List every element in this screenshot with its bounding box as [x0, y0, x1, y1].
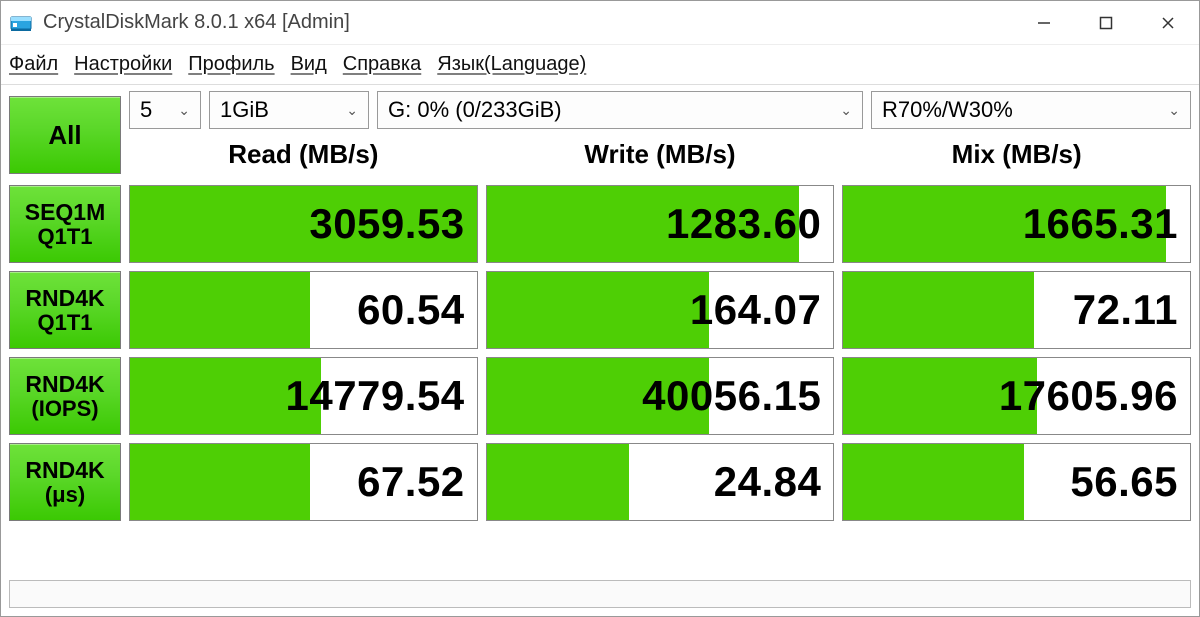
drive-select[interactable]: G: 0% (0/233GiB) ⌄	[377, 91, 863, 129]
write-cell: 40056.15	[486, 357, 835, 435]
mix-cell: 72.11	[842, 271, 1191, 349]
result-row: SEQ1MQ1T1 3059.53 1283.60 1665.31	[9, 185, 1191, 263]
test-count-select[interactable]: 5 ⌄	[129, 91, 201, 129]
mix-cell: 1665.31	[842, 185, 1191, 263]
column-headers: Read (MB/s) Write (MB/s) Mix (MB/s)	[129, 133, 1191, 175]
mix-cell: 56.65	[842, 443, 1191, 521]
run-all-label: All	[48, 120, 81, 151]
result-row: RND4K(IOPS) 14779.54 40056.15 17605.96	[9, 357, 1191, 435]
read-value: 3059.53	[309, 200, 464, 248]
result-row: RND4K(μs) 67.52 24.84 56.65	[9, 443, 1191, 521]
fill-bar	[130, 272, 310, 348]
mix-select[interactable]: R70%/W30% ⌄	[871, 91, 1191, 129]
app-icon	[9, 11, 33, 35]
test-button-2[interactable]: RND4K(IOPS)	[9, 357, 121, 435]
test-button-line1: RND4K	[25, 458, 104, 482]
mix-cell: 17605.96	[842, 357, 1191, 435]
chevron-down-icon: ⌄	[840, 102, 852, 119]
menu-language[interactable]: Язык(Language)	[437, 53, 586, 76]
fill-bar	[487, 444, 629, 520]
top-right-panel: 5 ⌄ 1GiB ⌄ G: 0% (0/233GiB) ⌄ R70%/W30% …	[129, 91, 1191, 179]
mix-value: R70%/W30%	[882, 97, 1013, 123]
status-bar	[9, 580, 1191, 608]
menu-settings[interactable]: Настройки	[74, 53, 172, 76]
maximize-button[interactable]	[1075, 1, 1137, 44]
test-button-line1: SEQ1M	[25, 200, 106, 224]
write-value: 24.84	[714, 458, 822, 506]
test-button-line1: RND4K	[25, 286, 104, 310]
menu-file[interactable]: Файл	[9, 53, 58, 76]
write-cell: 1283.60	[486, 185, 835, 263]
run-all-button[interactable]: All	[9, 96, 121, 174]
app-window: CrystalDiskMark 8.0.1 x64 [Admin] Файл Н…	[0, 0, 1200, 617]
fill-bar	[843, 272, 1034, 348]
test-size-select[interactable]: 1GiB ⌄	[209, 91, 369, 129]
write-value: 164.07	[690, 286, 821, 334]
read-cell: 60.54	[129, 271, 478, 349]
minimize-button[interactable]	[1013, 1, 1075, 44]
test-button-3[interactable]: RND4K(μs)	[9, 443, 121, 521]
titlebar: CrystalDiskMark 8.0.1 x64 [Admin]	[1, 1, 1199, 45]
write-value: 1283.60	[666, 200, 821, 248]
read-value: 14779.54	[285, 372, 464, 420]
test-button-line2: Q1T1	[37, 225, 92, 248]
test-size-value: 1GiB	[220, 97, 269, 123]
test-button-line2: (IOPS)	[31, 397, 98, 420]
chevron-down-icon: ⌄	[178, 102, 190, 119]
top-row: All 5 ⌄ 1GiB ⌄ G: 0% (0/233GiB) ⌄	[9, 91, 1191, 179]
mix-value: 72.11	[1073, 286, 1178, 334]
menu-help[interactable]: Справка	[343, 53, 421, 76]
mix-value: 17605.96	[999, 372, 1178, 420]
fill-bar	[130, 444, 310, 520]
read-cell: 3059.53	[129, 185, 478, 263]
close-button[interactable]	[1137, 1, 1199, 44]
read-value: 67.52	[357, 458, 465, 506]
test-button-line2: (μs)	[45, 483, 85, 506]
header-write: Write (MB/s)	[486, 139, 835, 170]
mix-value: 1665.31	[1023, 200, 1178, 248]
read-cell: 67.52	[129, 443, 478, 521]
window-title: CrystalDiskMark 8.0.1 x64 [Admin]	[43, 11, 350, 34]
fill-bar	[487, 272, 709, 348]
test-button-1[interactable]: RND4KQ1T1	[9, 271, 121, 349]
chevron-down-icon: ⌄	[346, 102, 358, 119]
menubar: Файл Настройки Профиль Вид Справка Язык(…	[1, 45, 1199, 85]
test-count-value: 5	[140, 97, 152, 123]
chevron-down-icon: ⌄	[1168, 102, 1180, 119]
mix-value: 56.65	[1070, 458, 1178, 506]
write-cell: 24.84	[486, 443, 835, 521]
window-controls	[1013, 1, 1199, 44]
result-row: RND4KQ1T1 60.54 164.07 72.11	[9, 271, 1191, 349]
read-cell: 14779.54	[129, 357, 478, 435]
write-cell: 164.07	[486, 271, 835, 349]
menu-view[interactable]: Вид	[291, 53, 327, 76]
menu-profile[interactable]: Профиль	[188, 53, 274, 76]
header-read: Read (MB/s)	[129, 139, 478, 170]
header-mix: Mix (MB/s)	[842, 139, 1191, 170]
selects-row: 5 ⌄ 1GiB ⌄ G: 0% (0/233GiB) ⌄ R70%/W30% …	[129, 91, 1191, 129]
drive-value: G: 0% (0/233GiB)	[388, 97, 562, 123]
write-value: 40056.15	[642, 372, 821, 420]
results-grid: SEQ1MQ1T13059.531283.601665.31RND4KQ1T16…	[9, 185, 1191, 521]
test-button-line1: RND4K	[25, 372, 104, 396]
test-button-0[interactable]: SEQ1MQ1T1	[9, 185, 121, 263]
fill-bar	[843, 444, 1023, 520]
content-area: All 5 ⌄ 1GiB ⌄ G: 0% (0/233GiB) ⌄	[1, 85, 1199, 576]
test-button-line2: Q1T1	[37, 311, 92, 334]
read-value: 60.54	[357, 286, 465, 334]
